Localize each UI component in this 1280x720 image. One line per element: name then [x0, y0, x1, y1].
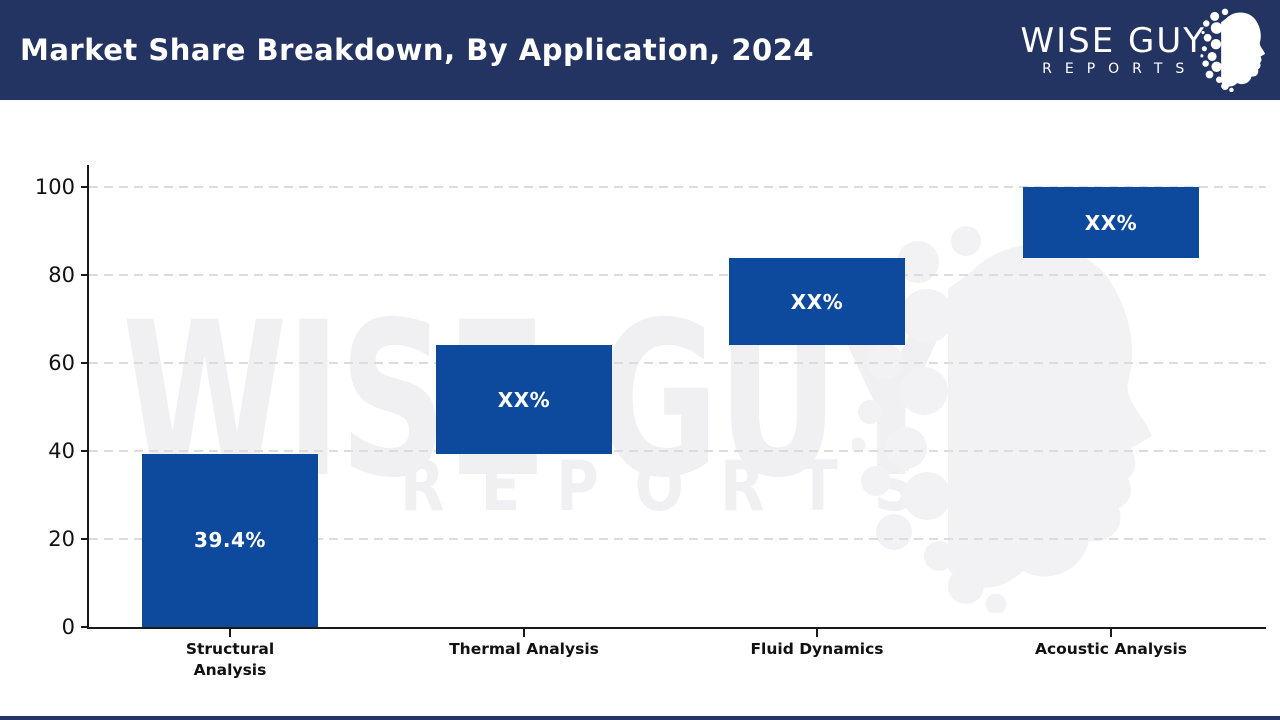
x-tick-label-line: Structural [185, 640, 275, 658]
gridline-40 [89, 450, 1266, 452]
x-tick-3 [1110, 629, 1112, 637]
bar-acoustic-analysis: XX% [1023, 187, 1199, 259]
x-tick-0 [229, 629, 231, 637]
y-tick-80 [81, 274, 89, 276]
x-tick-label-line: Analysis [193, 661, 267, 679]
y-tick-label-60: 60 [48, 351, 75, 375]
footer-bar [0, 716, 1280, 720]
logo-text: WISE GUY REPORTS [1020, 23, 1206, 77]
header-bar: Market Share Breakdown, By Application, … [0, 0, 1280, 100]
gridline-100 [89, 186, 1266, 188]
gridline-20 [89, 538, 1266, 540]
y-tick-60 [81, 362, 89, 364]
y-tick-label-40: 40 [48, 439, 75, 463]
bar-value-label: XX% [1084, 210, 1138, 235]
y-tick-label-0: 0 [61, 615, 75, 639]
x-tick-label-line: Thermal Analysis [449, 640, 599, 658]
plot-region: 0 20 40 60 80 100 39.4% XX% XX% XX% Structural Anal… [0, 100, 1280, 720]
y-tick-40 [81, 450, 89, 452]
gridline-60 [89, 362, 1266, 364]
bar-structural-analysis: 39.4% [142, 453, 318, 627]
y-tick-label-80: 80 [48, 263, 75, 287]
bar-thermal-analysis: XX% [436, 345, 612, 454]
y-tick-label-20: 20 [48, 527, 75, 551]
chart-canvas: WISE GUY REPORTS 0 20 40 60 80 100 39.4% XX% XX%… [0, 100, 1280, 720]
bar-value-label: XX% [497, 387, 551, 412]
gridline-80 [89, 274, 1266, 276]
logo-wordmark: WISE GUY [1020, 21, 1206, 61]
x-axis-line [87, 627, 1266, 629]
x-tick-label-1: Thermal Analysis [409, 639, 639, 660]
x-tick-label-0: Structural Analysis [115, 639, 345, 681]
page-title: Market Share Breakdown, By Application, … [20, 33, 815, 67]
y-tick-20 [81, 538, 89, 540]
logo-subtext: REPORTS [1042, 61, 1198, 77]
x-tick-label-2: Fluid Dynamics [702, 639, 932, 660]
x-tick-label-3: Acoustic Analysis [996, 639, 1226, 660]
y-axis-line [87, 165, 89, 629]
bar-fluid-dynamics: XX% [729, 258, 905, 346]
watermark-subtext: REPORTS [400, 445, 952, 527]
dotted-head-icon [1200, 8, 1272, 92]
y-tick-100 [81, 186, 89, 188]
y-tick-label-100: 100 [34, 175, 75, 199]
bar-value-label: XX% [790, 289, 844, 314]
x-tick-1 [523, 629, 525, 637]
x-tick-label-line: Acoustic Analysis [1034, 640, 1188, 658]
x-tick-2 [816, 629, 818, 637]
bar-value-label: 39.4% [194, 528, 266, 553]
y-tick-0 [81, 626, 89, 628]
wise-guy-logo: WISE GUY REPORTS [1020, 8, 1280, 92]
x-tick-label-line: Fluid Dynamics [750, 640, 884, 658]
